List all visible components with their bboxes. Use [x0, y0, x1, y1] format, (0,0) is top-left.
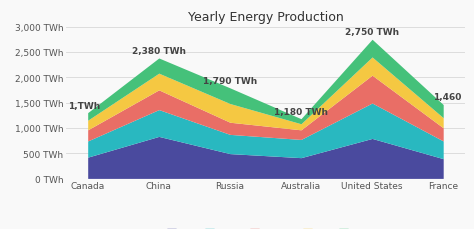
- Text: 1,TWh: 1,TWh: [68, 101, 100, 110]
- Legend: Coal, Hydro, Nuclear, Gas, Oil: Coal, Hydro, Nuclear, Gas, Oil: [164, 225, 367, 229]
- Text: 1,460: 1,460: [433, 93, 461, 102]
- Text: 2,750 TWh: 2,750 TWh: [345, 28, 399, 37]
- Text: 1,790 TWh: 1,790 TWh: [203, 76, 257, 85]
- Text: 2,380 TWh: 2,380 TWh: [132, 47, 186, 56]
- Text: 1,180 TWh: 1,180 TWh: [274, 107, 328, 116]
- Title: Yearly Energy Production: Yearly Energy Production: [188, 11, 343, 24]
